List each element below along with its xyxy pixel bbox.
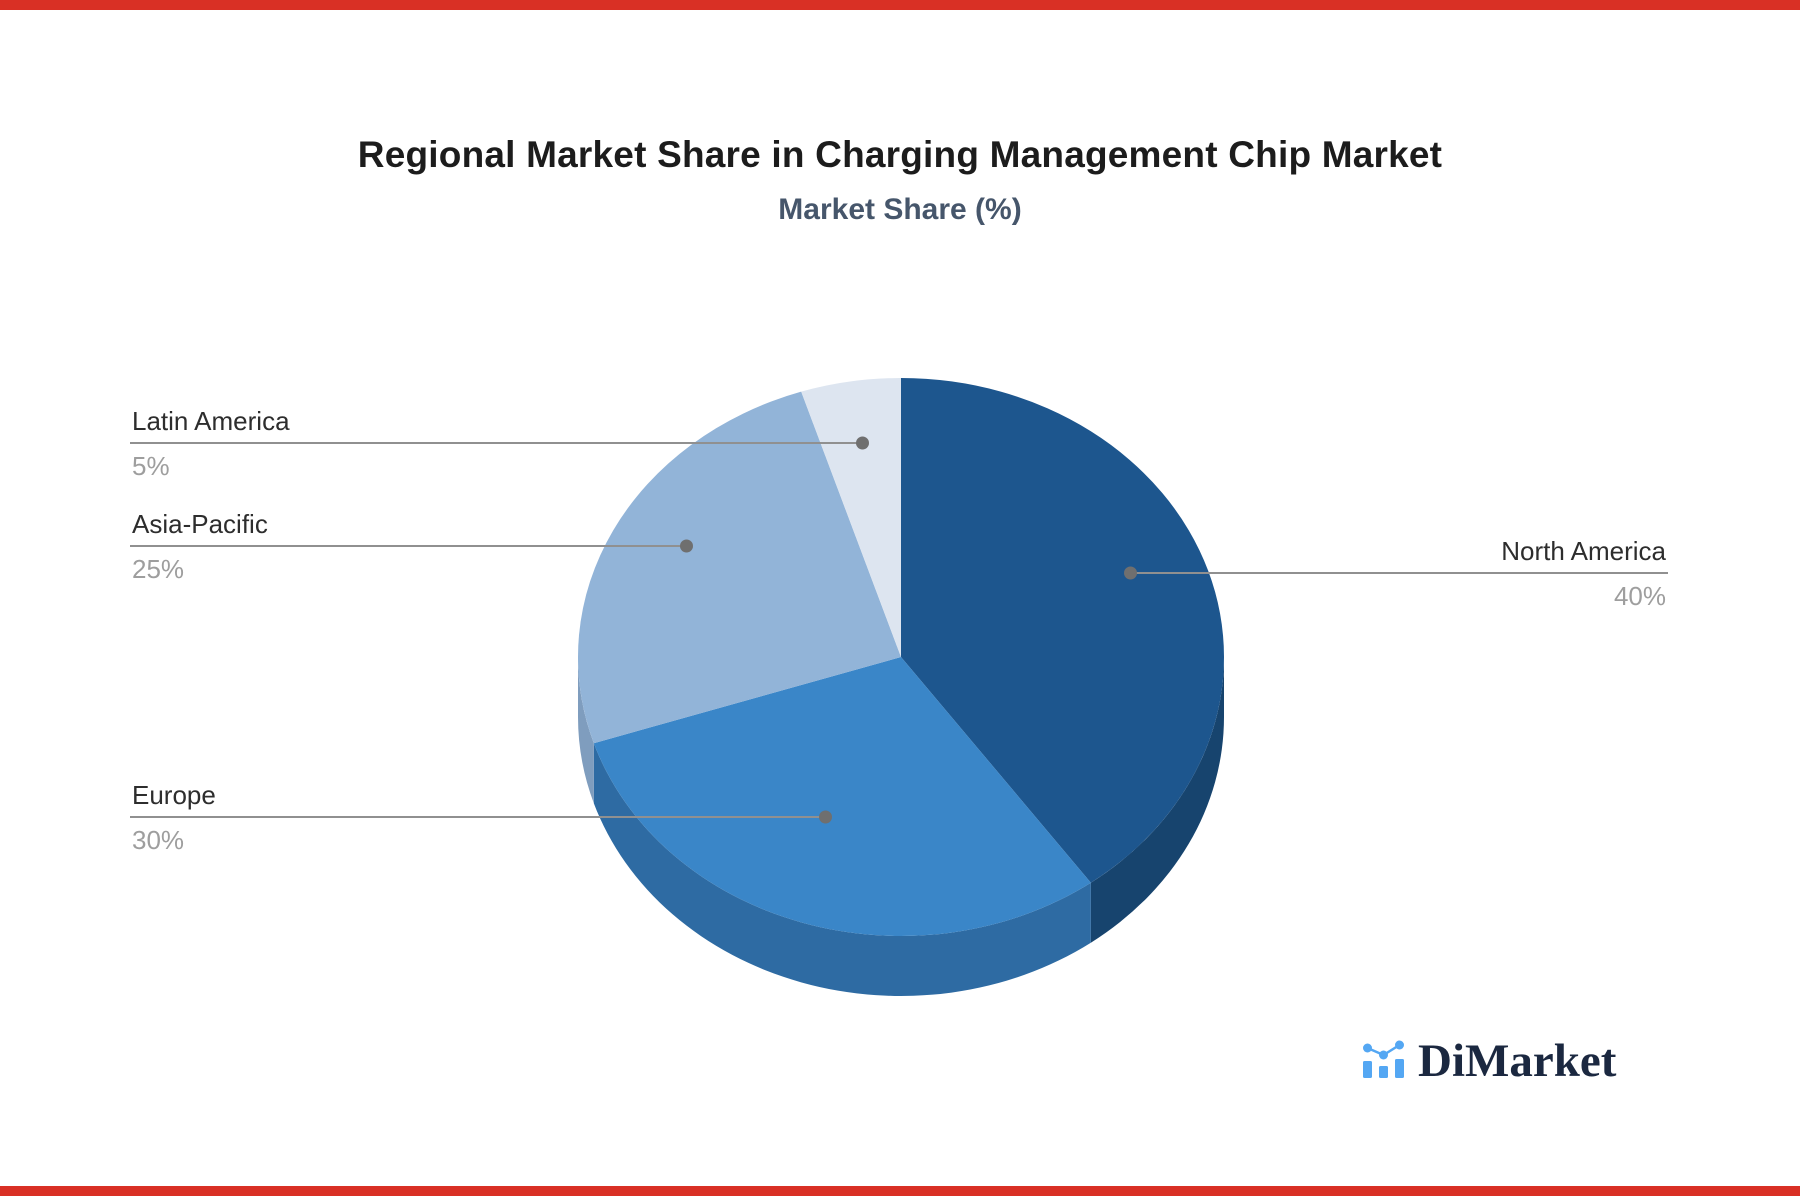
leader-line-europe <box>130 810 832 824</box>
leader-line-north-america <box>1124 566 1668 580</box>
pie-slice-side-north-america[interactable] <box>1090 657 1224 943</box>
callout-label-latin-america: Latin America <box>132 406 290 436</box>
callout-label-asia-pacific: Asia-Pacific <box>132 509 268 539</box>
chart-title: Regional Market Share in Charging Manage… <box>357 134 1443 175</box>
pie-slice-north-america[interactable] <box>901 378 1224 883</box>
callout-label-europe: Europe <box>132 780 216 810</box>
callout-percent-north-america: 40% <box>1613 581 1666 611</box>
top-accent-bar <box>0 0 1800 10</box>
bottom-accent-bar <box>0 1186 1800 1196</box>
leader-dot-latin-america <box>856 436 869 450</box>
leader-dot-north-america <box>1124 566 1137 580</box>
callout-label-north-america: North America <box>1501 536 1666 566</box>
leader-line-latin-america <box>130 436 869 450</box>
leader-line-asia-pacific <box>130 539 693 553</box>
leader-dot-asia-pacific <box>680 539 693 553</box>
pie-slice-europe[interactable] <box>593 657 1091 937</box>
callout-percent-europe: 30% <box>132 825 185 855</box>
leader-dot-europe <box>819 810 832 824</box>
callout-asia-pacific: Asia-Pacific 25% <box>130 509 693 584</box>
callout-europe: Europe 30% <box>130 780 832 855</box>
callout-percent-asia-pacific: 25% <box>132 554 185 584</box>
pie-slice-asia-pacific[interactable] <box>577 391 901 744</box>
callout-percent-latin-america: 5% <box>132 451 170 481</box>
pie-slice-side-europe[interactable] <box>593 743 1091 996</box>
callout-north-america: North America 40% <box>1124 536 1668 611</box>
callout-latin-america: Latin America 5% <box>130 406 869 481</box>
pie-slice-side-asia-pacific[interactable] <box>578 657 594 804</box>
chart-subtitle: Market Share (%) <box>778 193 1022 226</box>
dimarket-logo-icon <box>1363 1040 1404 1078</box>
dimarket-logo-text: DiMarket <box>1418 1035 1617 1087</box>
pie-slice-latin-america[interactable] <box>801 378 901 657</box>
dimarket-logo: DiMarket <box>1360 1034 1616 1088</box>
